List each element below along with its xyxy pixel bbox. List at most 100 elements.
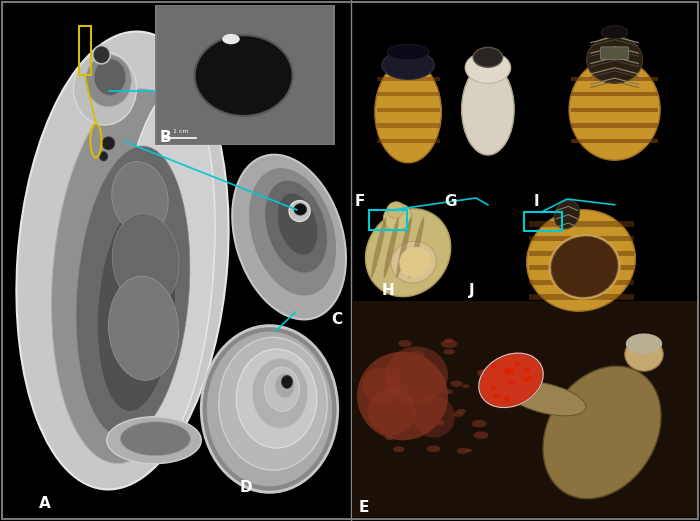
Text: B: B (160, 130, 172, 145)
Ellipse shape (248, 167, 337, 296)
Ellipse shape (281, 375, 293, 389)
Ellipse shape (462, 384, 470, 388)
Ellipse shape (386, 371, 393, 375)
Ellipse shape (52, 89, 207, 464)
Ellipse shape (102, 137, 115, 150)
Ellipse shape (97, 203, 176, 412)
Ellipse shape (382, 392, 391, 396)
Ellipse shape (409, 351, 425, 359)
Ellipse shape (252, 358, 308, 428)
Bar (528, 221, 634, 227)
Text: E: E (359, 500, 370, 515)
Ellipse shape (94, 59, 126, 95)
Ellipse shape (454, 412, 464, 417)
Bar (377, 92, 440, 96)
Ellipse shape (399, 247, 431, 277)
Ellipse shape (433, 370, 440, 374)
Ellipse shape (419, 396, 424, 399)
Ellipse shape (202, 326, 337, 492)
Ellipse shape (99, 152, 108, 161)
FancyBboxPatch shape (601, 47, 629, 59)
Ellipse shape (237, 349, 316, 448)
Bar (369, 210, 407, 230)
Ellipse shape (626, 333, 662, 354)
Ellipse shape (473, 47, 503, 67)
Bar (571, 139, 658, 143)
Bar (79, 26, 91, 75)
Ellipse shape (386, 202, 405, 218)
Ellipse shape (391, 241, 437, 283)
Ellipse shape (218, 338, 328, 470)
Ellipse shape (85, 55, 132, 107)
Ellipse shape (505, 367, 511, 371)
Ellipse shape (365, 209, 451, 296)
Bar (377, 77, 440, 81)
Bar (524, 212, 562, 231)
Ellipse shape (387, 44, 429, 60)
Ellipse shape (402, 391, 409, 394)
Text: F: F (354, 194, 365, 209)
Ellipse shape (430, 387, 435, 389)
Bar (528, 265, 634, 270)
Ellipse shape (112, 162, 168, 234)
Text: G: G (444, 194, 456, 209)
Text: 1 cm: 1 cm (173, 129, 188, 134)
Ellipse shape (120, 422, 190, 455)
Text: C: C (331, 312, 342, 327)
Ellipse shape (363, 367, 400, 404)
Bar (377, 108, 440, 112)
Bar (155, 5, 335, 145)
Bar (571, 92, 658, 96)
Ellipse shape (106, 417, 202, 464)
Text: I: I (534, 194, 540, 209)
Ellipse shape (114, 89, 215, 453)
Ellipse shape (472, 420, 486, 428)
Bar (571, 77, 658, 81)
Ellipse shape (477, 369, 494, 377)
Ellipse shape (16, 32, 229, 489)
Bar (352, 301, 696, 517)
Ellipse shape (232, 155, 346, 319)
Bar (528, 280, 634, 285)
Ellipse shape (526, 376, 533, 381)
Ellipse shape (76, 146, 190, 438)
Ellipse shape (92, 46, 111, 64)
Ellipse shape (491, 364, 497, 369)
Ellipse shape (466, 449, 472, 452)
Ellipse shape (382, 51, 434, 79)
Ellipse shape (462, 64, 514, 155)
Ellipse shape (386, 435, 393, 438)
Ellipse shape (195, 35, 293, 116)
Ellipse shape (508, 380, 514, 385)
Ellipse shape (485, 388, 493, 392)
Ellipse shape (384, 217, 399, 278)
Ellipse shape (426, 445, 440, 452)
Ellipse shape (601, 26, 628, 39)
Bar (571, 108, 658, 112)
Text: A: A (38, 496, 50, 511)
Bar (528, 236, 634, 241)
Ellipse shape (385, 436, 393, 440)
Bar (528, 251, 634, 256)
Ellipse shape (375, 61, 441, 163)
Ellipse shape (479, 353, 543, 407)
Ellipse shape (506, 381, 586, 416)
Ellipse shape (74, 52, 136, 125)
Ellipse shape (277, 193, 318, 255)
Ellipse shape (409, 217, 424, 278)
Ellipse shape (385, 346, 448, 404)
Ellipse shape (554, 201, 580, 229)
Ellipse shape (624, 338, 664, 371)
Ellipse shape (398, 340, 412, 347)
Ellipse shape (450, 380, 463, 387)
Ellipse shape (569, 58, 660, 160)
Ellipse shape (413, 396, 455, 438)
Bar (377, 139, 440, 143)
Bar (571, 123, 658, 128)
Ellipse shape (108, 276, 178, 380)
Ellipse shape (442, 389, 453, 394)
Ellipse shape (357, 352, 448, 440)
Ellipse shape (289, 201, 310, 221)
Ellipse shape (524, 368, 531, 373)
Ellipse shape (505, 370, 511, 375)
